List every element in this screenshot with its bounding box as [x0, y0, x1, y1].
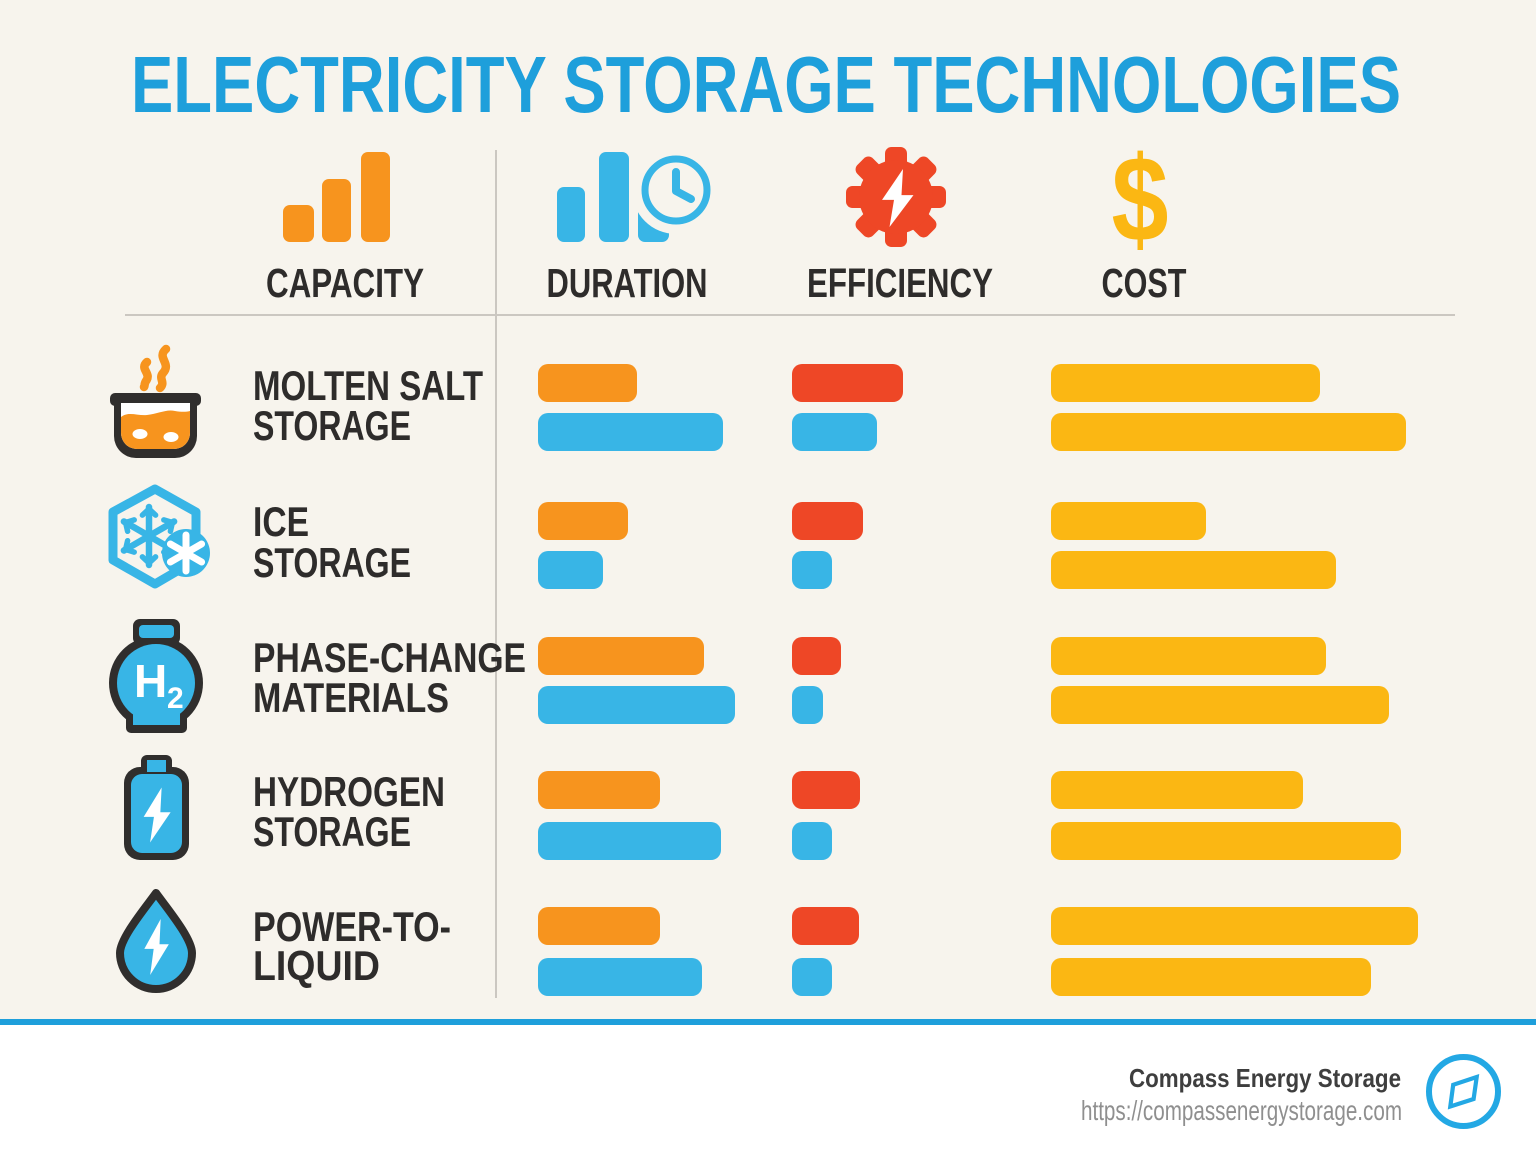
svg-text:CAPACITY: CAPACITY [266, 260, 424, 306]
svg-text:EFFICIENCY: EFFICIENCY [807, 260, 993, 306]
svg-text:LIQUID: LIQUID [253, 942, 380, 989]
svg-text:2: 2 [167, 682, 184, 715]
svg-text:STORAGE: STORAGE [253, 402, 411, 449]
svg-text:$: $ [1112, 131, 1169, 267]
svg-text:ICE: ICE [253, 498, 309, 545]
svg-text:MATERIALS: MATERIALS [253, 674, 449, 721]
svg-text:ELECTRICITY STORAGE TECHNOLOGI: ELECTRICITY STORAGE TECHNOLOGIES [131, 40, 1401, 129]
svg-text:MOLTEN SALT: MOLTEN SALT [253, 362, 483, 409]
svg-text:PHASE-CHANGE: PHASE-CHANGE [253, 634, 526, 681]
svg-text:POWER-TO-: POWER-TO- [253, 903, 451, 950]
svg-text:DURATION: DURATION [547, 260, 708, 306]
svg-text:STORAGE: STORAGE [253, 539, 411, 586]
svg-text:H: H [134, 655, 167, 707]
svg-text:COST: COST [1102, 260, 1187, 306]
svg-text:Compass Energy Storage: Compass Energy Storage [1129, 1063, 1401, 1093]
svg-text:STORAGE: STORAGE [253, 808, 411, 855]
svg-text:HYDROGEN: HYDROGEN [253, 768, 445, 815]
svg-text:https://compassenergystorage.c: https://compassenergystorage.com [1081, 1095, 1402, 1126]
